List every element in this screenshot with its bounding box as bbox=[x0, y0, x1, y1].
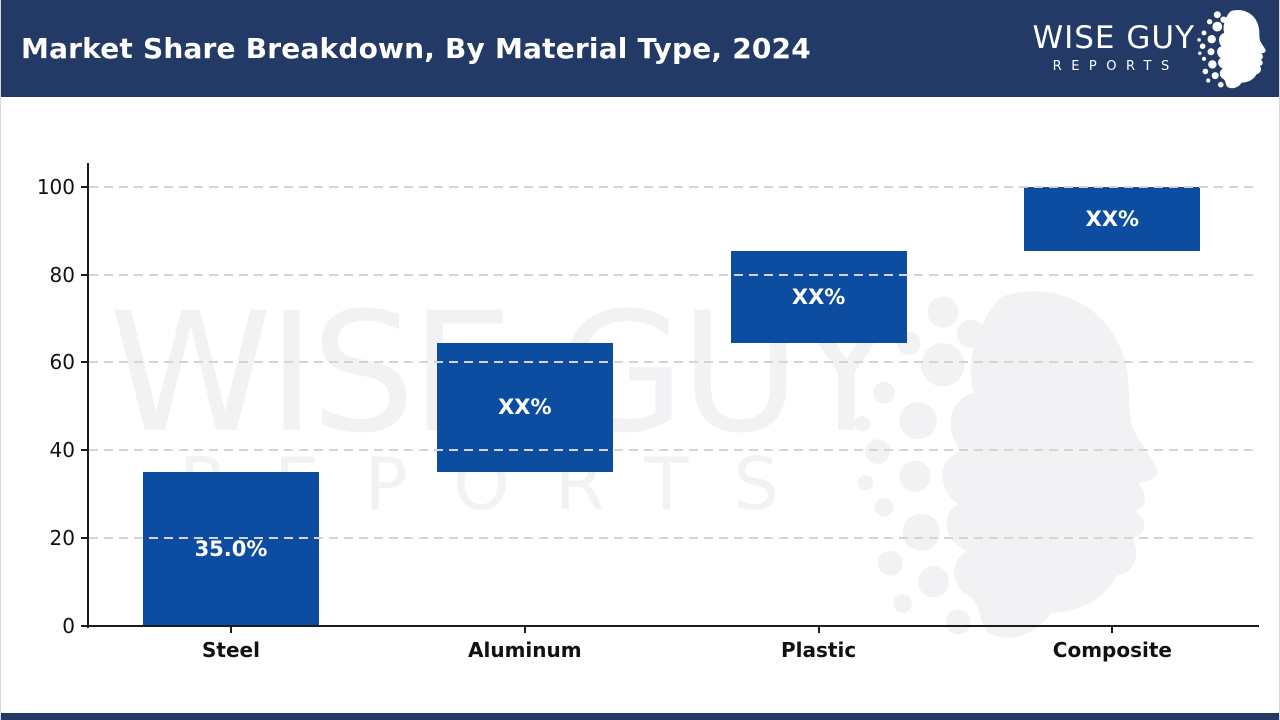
y-axis-tick-60 bbox=[81, 361, 87, 364]
x-axis-line bbox=[87, 625, 1259, 627]
brand-logo: WISE GUY REPORTS bbox=[1032, 7, 1267, 91]
x-axis-tick-aluminum bbox=[523, 626, 526, 633]
footer-bar bbox=[1, 713, 1279, 720]
y-axis-line bbox=[87, 163, 89, 628]
y-axis-tick-0 bbox=[81, 624, 87, 627]
x-axis-label-steel: Steel bbox=[202, 638, 260, 662]
x-axis-label-aluminum: Aluminum bbox=[468, 638, 582, 662]
bar-steel: 35.0% bbox=[143, 472, 319, 626]
y-axis-tick-20 bbox=[81, 536, 87, 539]
bar-value-label-composite: XX% bbox=[1085, 206, 1140, 231]
x-axis-tick-steel bbox=[230, 626, 232, 633]
x-axis-label-composite: Composite bbox=[1052, 638, 1172, 662]
gridline-20 bbox=[89, 536, 1259, 539]
y-axis-tick-label-80: 80 bbox=[49, 262, 75, 287]
gridline-100 bbox=[89, 186, 1259, 189]
gridline-60 bbox=[89, 361, 1259, 364]
y-axis-tick-label-60: 60 bbox=[49, 350, 75, 375]
y-axis-tick-label-100: 100 bbox=[36, 175, 75, 200]
brand-face-icon bbox=[1197, 7, 1267, 91]
bar-value-label-aluminum: XX% bbox=[498, 395, 552, 420]
x-axis-label-plastic: Plastic bbox=[781, 638, 857, 662]
chart-title: Market Share Breakdown, By Material Type… bbox=[21, 32, 811, 65]
bar-plastic: XX% bbox=[730, 250, 907, 343]
y-axis-tick-label-0: 0 bbox=[62, 613, 75, 638]
brand-subtitle: REPORTS bbox=[1052, 59, 1179, 74]
bar-value-label-steel: 35.0% bbox=[194, 536, 268, 561]
y-axis-tick-label-20: 20 bbox=[49, 525, 75, 550]
y-axis-tick-label-40: 40 bbox=[49, 438, 75, 463]
brand-logo-text: WISE GUY REPORTS bbox=[1032, 20, 1195, 75]
y-axis-tick-100 bbox=[81, 186, 87, 189]
brand-name: WISE GUY bbox=[1032, 20, 1195, 56]
y-axis-tick-40 bbox=[81, 449, 87, 452]
bar-value-label-plastic: XX% bbox=[791, 284, 846, 309]
x-axis-tick-plastic bbox=[817, 626, 820, 633]
bar-composite: XX% bbox=[1024, 187, 1201, 251]
header: Market Share Breakdown, By Material Type… bbox=[1, 0, 1279, 97]
x-axis-tick-composite bbox=[1111, 626, 1114, 633]
y-axis-tick-80 bbox=[81, 273, 87, 276]
gridline-40 bbox=[89, 449, 1259, 452]
gridline-80 bbox=[89, 273, 1259, 276]
